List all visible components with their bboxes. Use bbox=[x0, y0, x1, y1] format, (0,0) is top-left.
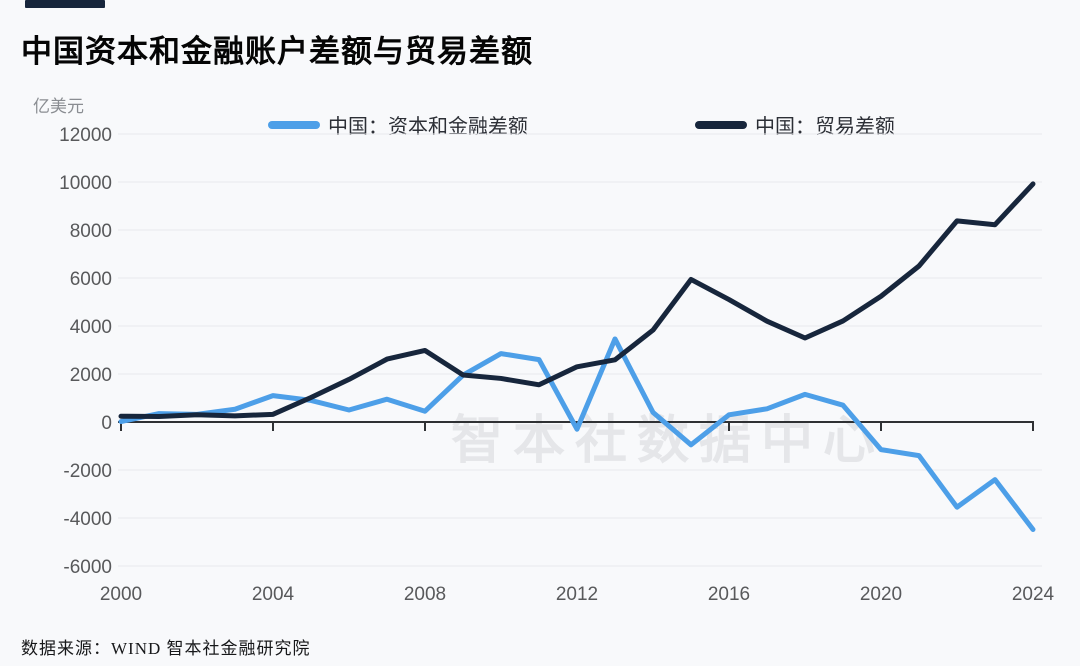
legend-item-trade: 中国：贸易差额 bbox=[695, 110, 895, 139]
x-axis-label: 2000 bbox=[100, 584, 142, 605]
y-axis-label: 0 bbox=[101, 413, 112, 434]
x-axis-label: 2020 bbox=[860, 584, 902, 605]
chart-title: 中国资本和金融账户差额与贸易差额 bbox=[21, 34, 533, 69]
trade-series-swatch bbox=[695, 120, 747, 129]
legend: 中国：资本和金融差额 中国：贸易差额 bbox=[0, 110, 1080, 139]
x-axis-label: 2016 bbox=[708, 584, 750, 605]
accent-bar bbox=[25, 0, 105, 8]
y-axis-unit-label: 亿美元 bbox=[33, 97, 84, 116]
y-axis-label: -6000 bbox=[63, 557, 112, 578]
legend-item-capital: 中国：资本和金融差额 bbox=[268, 110, 528, 139]
y-axis-label: 12000 bbox=[59, 125, 112, 146]
series-line-0 bbox=[118, 336, 1036, 533]
y-axis-label: -2000 bbox=[63, 461, 112, 482]
x-axis-label: 2024 bbox=[1012, 584, 1055, 605]
y-axis-label: 2000 bbox=[70, 365, 112, 386]
y-axis-label: 6000 bbox=[70, 269, 112, 290]
capital-series-swatch bbox=[268, 120, 320, 129]
legend-label-trade: 中国：贸易差额 bbox=[755, 116, 895, 138]
y-axis-label: 8000 bbox=[70, 221, 112, 242]
legend-label-capital: 中国：资本和金融差额 bbox=[328, 116, 528, 138]
x-axis-label: 2008 bbox=[404, 584, 446, 605]
y-axis-label: 4000 bbox=[70, 317, 112, 338]
x-axis-label: 2004 bbox=[252, 584, 295, 605]
y-axis-label: -4000 bbox=[63, 509, 112, 530]
x-axis-label: 2012 bbox=[556, 584, 598, 605]
series-line-1 bbox=[118, 181, 1036, 419]
data-source: 数据来源：WIND 智本社金融研究院 bbox=[21, 639, 311, 658]
y-axis-label: 10000 bbox=[59, 173, 112, 194]
watermark: 智本社数据中心 bbox=[451, 412, 885, 470]
